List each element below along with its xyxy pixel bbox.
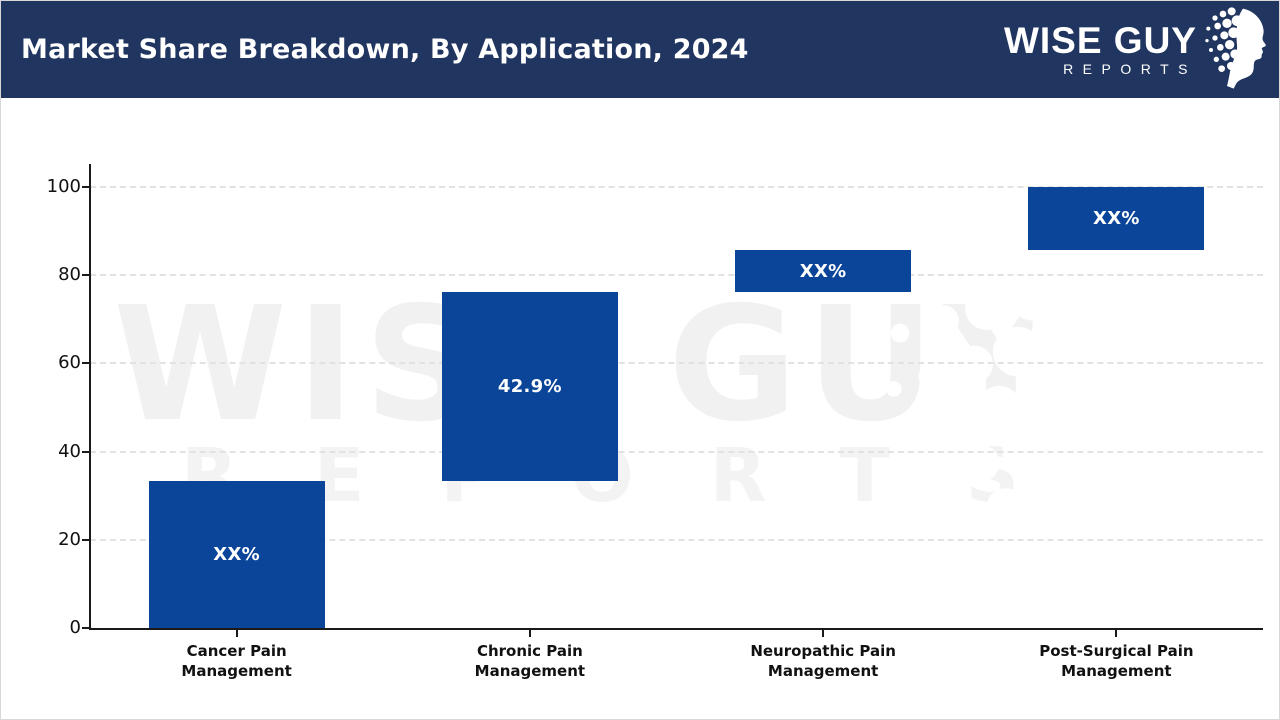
bar-2: 42.9% (441, 291, 618, 482)
gridline (90, 274, 1263, 277)
bar-value-label: 42.9% (497, 376, 562, 398)
x-category-label-line: Management (474, 662, 586, 680)
x-category-label-line: Management (767, 662, 879, 680)
y-tick-mark (82, 627, 90, 629)
gridline (90, 362, 1263, 365)
x-category-label-line: Post-Surgical Pain (1039, 642, 1194, 660)
y-tick-label: 60 (58, 352, 81, 374)
bar-value-label: XX% (213, 544, 260, 566)
y-tick-label: 80 (58, 264, 81, 286)
x-tick-mark (528, 630, 531, 637)
x-category-label: Neuropathic Pain Management (693, 641, 953, 681)
x-category-label-line: Cancer Pain (186, 642, 287, 660)
y-tick-mark (82, 274, 90, 277)
gridline (90, 450, 1263, 453)
bar-value-label: XX% (799, 260, 847, 282)
brand-text: WISE GUY REPORTS (1003, 19, 1197, 77)
brand-reports-text: REPORTS (1063, 60, 1197, 77)
y-tick-label: 0 (69, 617, 81, 638)
brand-logo: WISE GUY REPORTS (1003, 6, 1279, 94)
y-tick-label: 40 (58, 440, 81, 462)
y-tick-label: 20 (58, 528, 81, 550)
header-bar: Market Share Breakdown, By Application, … (1, 1, 1279, 98)
x-category-label-line: Neuropathic Pain (750, 642, 896, 660)
bar-value-label: XX% (1093, 208, 1140, 230)
x-category-label: Chronic Pain Management (400, 641, 660, 681)
x-category-label: Post-Surgical Pain Management (986, 641, 1246, 681)
x-category-label-line: Management (1061, 662, 1172, 680)
x-tick-mark (235, 630, 238, 637)
y-tick-mark (82, 538, 90, 541)
bar-1: XX% (148, 481, 325, 628)
x-category-label-line: Chronic Pain (476, 642, 583, 660)
gridline (90, 538, 1263, 541)
brand-head-icon (1201, 6, 1269, 94)
page-title: Market Share Breakdown, By Application, … (21, 34, 749, 65)
x-tick-mark (822, 630, 825, 637)
bar-3: XX% (735, 250, 912, 292)
x-category-label: Cancer Pain Management (107, 641, 367, 681)
y-tick-mark (82, 450, 90, 453)
y-tick-mark (82, 186, 90, 188)
y-tick-label: 100 (46, 176, 81, 197)
x-category-label-line: Management (181, 662, 292, 680)
brand-wiseguy-text: WISE GUY (1003, 19, 1197, 61)
y-tick-mark (82, 362, 90, 365)
y-axis-line (89, 164, 91, 630)
x-axis-line (89, 628, 1263, 630)
bar-4: XX% (1028, 187, 1205, 251)
x-tick-mark (1115, 630, 1118, 637)
gridline (90, 186, 1263, 188)
